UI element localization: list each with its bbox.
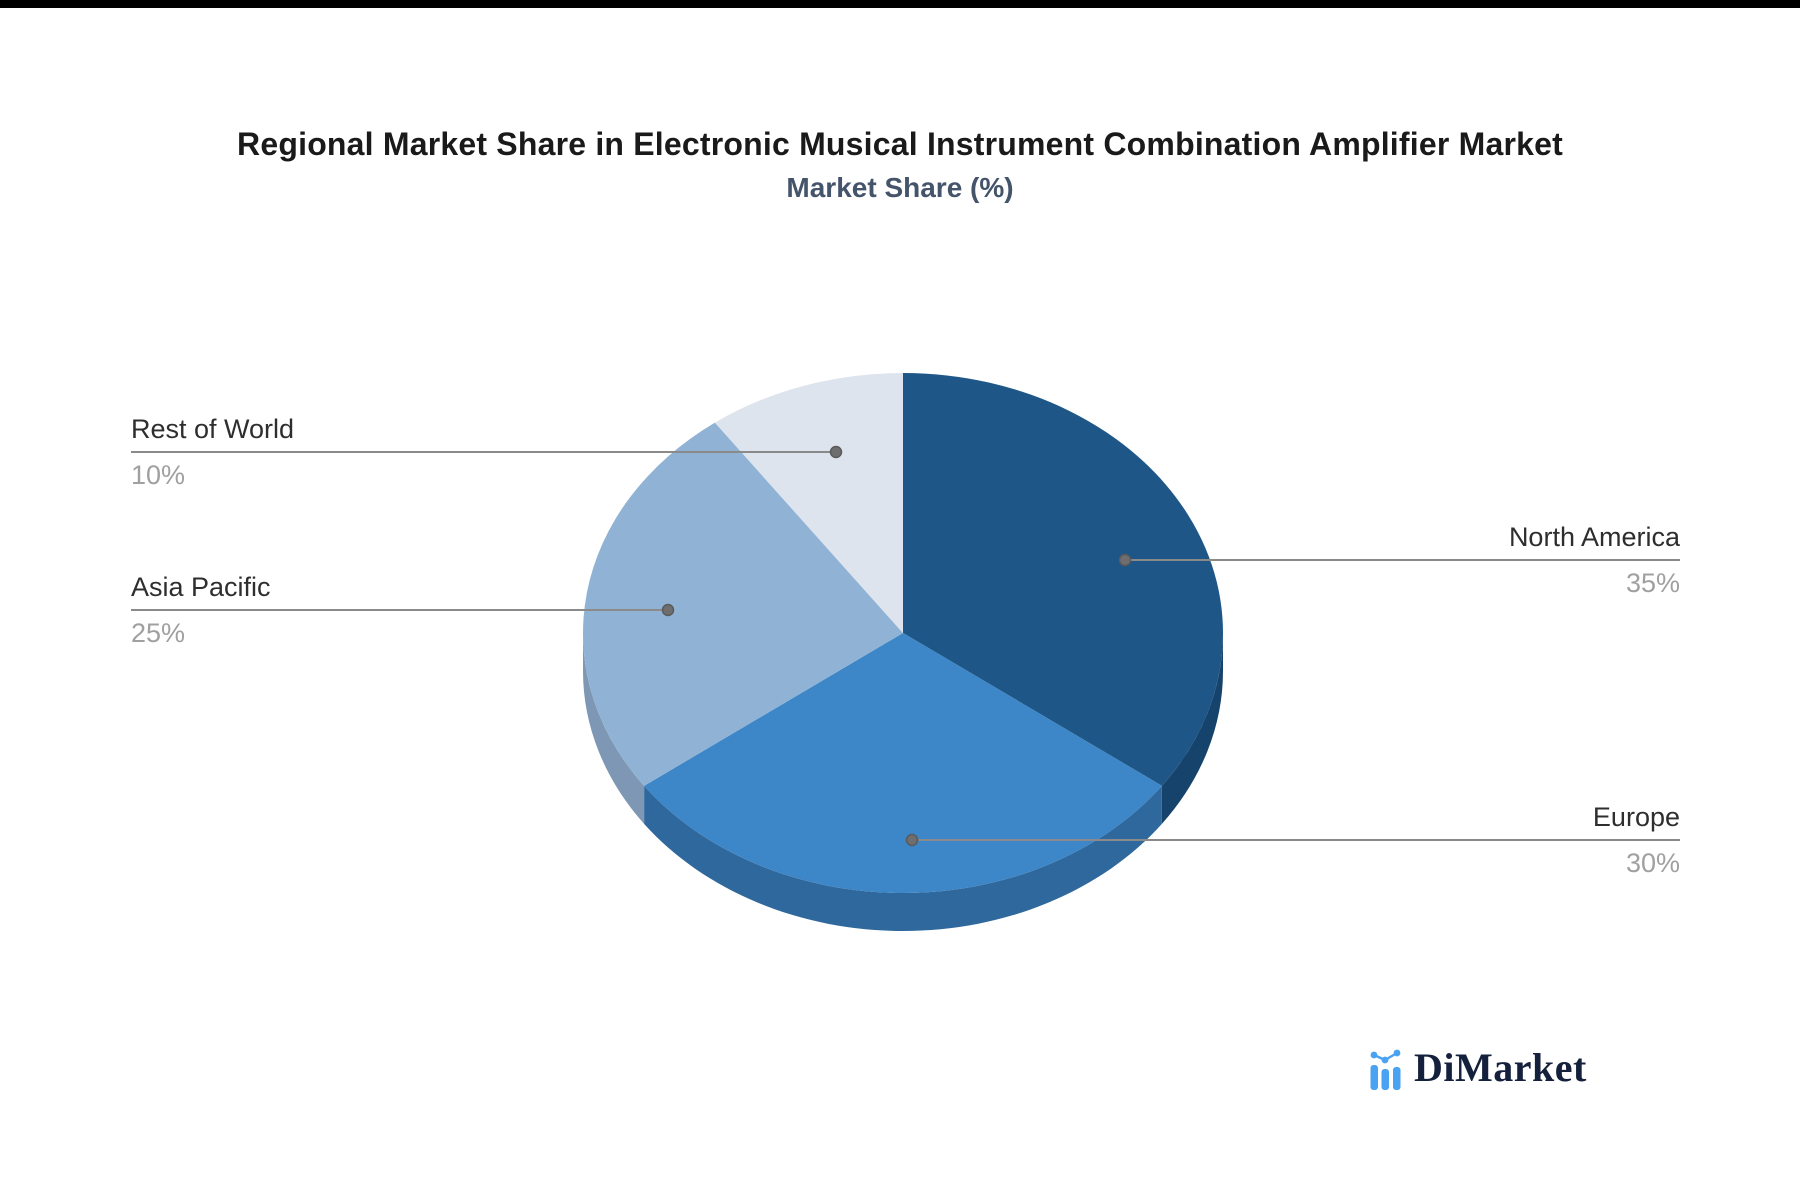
anchor-dot-north-america — [1118, 553, 1132, 567]
slice-pct-europe: 30% — [1625, 848, 1680, 878]
pie-side-north-america — [1161, 633, 1223, 824]
slice-label-rest-of-world: Rest of World — [131, 414, 295, 444]
slice-pct-north-america: 35% — [1625, 568, 1680, 598]
chart-title: Regional Market Share in Electronic Musi… — [237, 126, 1563, 162]
slice-label-north-america: North America — [1508, 522, 1680, 552]
pie-slice-north-america — [903, 373, 1223, 786]
slice-pct-rest-of-world: 10% — [131, 460, 186, 490]
pie-slice-asia-pacific — [583, 422, 903, 786]
slice-pct-asia-pacific: 25% — [131, 618, 186, 648]
brand-logo: DiMarket — [1368, 1044, 1587, 1090]
slice-label-asia-pacific: Asia Pacific — [131, 572, 271, 602]
pie-side-asia-pacific — [583, 633, 645, 824]
chart-subtitle: Market Share (%) — [786, 172, 1014, 203]
anchor-dot-asia-pacific — [661, 603, 675, 617]
brand-name: DiMarket — [1414, 1045, 1587, 1090]
slice-label-europe: Europe — [1592, 802, 1680, 832]
bar-chart-logo-icon — [1370, 1049, 1401, 1090]
anchor-dot-europe — [905, 833, 919, 847]
window-top-edge — [0, 0, 1800, 8]
anchor-dot-rest-of-world — [829, 445, 843, 459]
pie-slice-rest-of-world — [714, 373, 903, 633]
pie-side-europe — [644, 785, 1162, 931]
pie-slice-europe — [644, 633, 1162, 893]
